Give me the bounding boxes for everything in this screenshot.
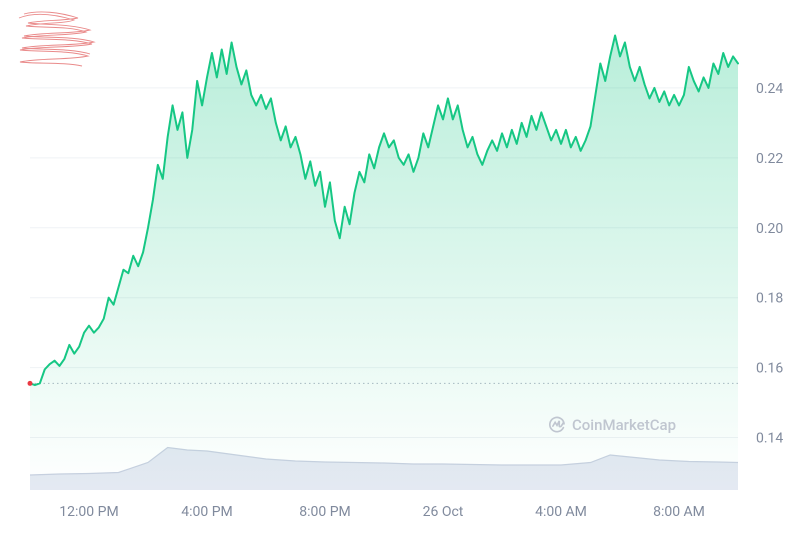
svg-text:0.22: 0.22 — [756, 151, 783, 167]
svg-text:0.24: 0.24 — [756, 81, 783, 97]
price-chart-svg: 0.14 0.16 0.18 0.20 0.22 0.24 12:00 PM 4:00 PM… — [0, 0, 800, 533]
price-chart-container: 0.14 0.16 0.18 0.20 0.22 0.24 12:00 PM 4:00 PM… — [0, 0, 800, 533]
svg-text:8:00 AM: 8:00 AM — [653, 504, 705, 520]
svg-text:12:00 PM: 12:00 PM — [59, 504, 118, 520]
coinmarketcap-watermark: CoinMarketCap — [548, 416, 676, 434]
coinmarketcap-icon — [548, 416, 566, 434]
y-axis-labels: 0.14 0.16 0.18 0.20 0.22 0.24 — [756, 81, 783, 447]
watermark-text: CoinMarketCap — [572, 416, 676, 434]
start-dot — [28, 381, 33, 386]
svg-text:26 Oct: 26 Oct — [423, 504, 464, 520]
svg-text:0.16: 0.16 — [756, 361, 783, 377]
svg-text:0.18: 0.18 — [756, 291, 783, 307]
svg-text:0.14: 0.14 — [756, 431, 783, 447]
svg-text:4:00 AM: 4:00 AM — [535, 504, 587, 520]
svg-text:8:00 PM: 8:00 PM — [299, 504, 351, 520]
svg-text:4:00 PM: 4:00 PM — [181, 504, 233, 520]
svg-text:0.20: 0.20 — [756, 221, 783, 237]
x-axis-labels: 12:00 PM 4:00 PM 8:00 PM 26 Oct 4:00 AM 8:00 … — [59, 504, 705, 520]
